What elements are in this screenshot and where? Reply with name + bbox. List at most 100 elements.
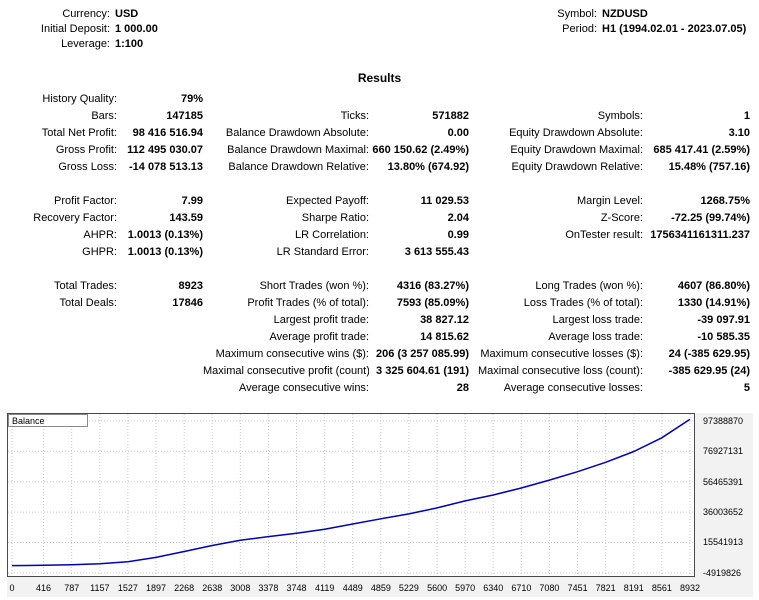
stat-value: 1.0013 (0.13%) [127, 246, 203, 258]
stat-value [117, 346, 203, 363]
stat-pair: Equity Drawdown Relative: 15.48% (757.16) [469, 159, 750, 176]
stat-pair: Average loss trade: -10 585.35 [469, 329, 750, 346]
balance-chart: Balance -4919826 15541913 36003652 56465391… [7, 413, 753, 597]
x-axis-label: 4489 [342, 583, 363, 593]
stats-row: Largest profit trade: 38 827.12 Largest lo… [28, 312, 750, 329]
stat-label: Sharpe Ratio: [301, 212, 369, 224]
stat-pair [203, 91, 469, 108]
stat-value: -14 078 513.13 [128, 161, 203, 173]
x-axis-label: 8561 [651, 583, 672, 593]
x-axis-label: 7451 [567, 583, 588, 593]
stat-value: 3 613 555.43 [404, 246, 469, 258]
stat-value: -10 585.35 [697, 331, 750, 343]
stat-pair: History Quality: 79% [28, 91, 203, 108]
stat-value: 8923 [178, 280, 203, 292]
stats-section: History Quality: 79% Bars: 147185 Ticks: 5718… [28, 91, 750, 414]
currency-row: Currency: USD [0, 7, 158, 22]
stat-pair: Maximum consecutive wins ($): 206 (3 257 … [203, 346, 469, 363]
stat-label: OnTester result: [565, 229, 643, 241]
stat-label: Maximum consecutive wins ($): [215, 348, 369, 360]
stat-value: 11 029.53 [420, 195, 469, 207]
stats-row: Total Deals: 17846 Profit Trades (% of tot… [28, 295, 750, 312]
x-axis-label: 5600 [427, 583, 448, 593]
period-row: Period: H1 (1994.02.01 - 2023.07.05) [518, 22, 746, 37]
stat-pair [28, 363, 203, 380]
stats-row: Total Net Profit: 98 416 516.94 Balance Dr… [28, 125, 750, 142]
stat-pair: Balance Drawdown Relative: 13.80% (674.92… [203, 159, 469, 176]
balance-chart-svg [8, 414, 694, 576]
report-header-right: Symbol: NZDUSD Period: H1 (1994.02.01 - … [518, 7, 746, 37]
x-axis-label: 0 [9, 583, 15, 593]
stat-value [643, 244, 750, 261]
stat-value: 7.99 [181, 195, 203, 207]
stat-pair: Maximal consecutive loss (count): -385 62… [469, 363, 750, 380]
stat-value [369, 91, 469, 108]
x-axis-label: 6710 [511, 583, 532, 593]
x-axis-label: 1157 [90, 583, 110, 593]
stat-label: Expected Payoff: [286, 195, 369, 207]
x-axis-label: 1897 [145, 583, 166, 593]
x-axis-label: 6340 [483, 583, 504, 593]
stat-pair [469, 91, 750, 108]
stat-label: Total Net Profit: [41, 127, 117, 139]
x-axis-label: 8191 [623, 583, 644, 593]
chart-x-axis-labels: 0 416 787 1157 1527 1897 2268 2638 3008 3378 3748 4… [7, 581, 701, 595]
period-value: H1 (1994.02.01 - 2023.07.05) [602, 23, 747, 35]
stat-value: 0.00 [447, 127, 469, 139]
stat-pair: Balance Drawdown Absolute: 0.00 [203, 125, 469, 142]
stat-value: 1268.75% [700, 195, 750, 207]
stat-label: Balance Drawdown Maximal: [227, 144, 369, 156]
stat-label: Equity Drawdown Relative: [511, 161, 643, 173]
stat-pair: Margin Level: 1268.75% [469, 193, 750, 210]
stat-pair: Average profit trade: 14 815.62 [203, 329, 469, 346]
stat-label: Largest profit trade: [273, 314, 369, 326]
stat-value: 112 495 030.07 [127, 144, 203, 156]
stat-label: Ticks: [340, 110, 369, 122]
leverage-label: Leverage: [61, 38, 110, 50]
stat-label: Profit Trades (% of total): [247, 297, 369, 309]
stat-label: Maximum consecutive losses ($): [480, 348, 643, 360]
stat-pair: Ticks: 571882 [203, 108, 469, 125]
stat-label: Symbols: [597, 110, 643, 122]
stats-row: Gross Profit: 112 495 030.07 Balance Drawd… [28, 142, 750, 159]
chart-plot-area: Balance [7, 413, 695, 577]
stat-pair: Balance Drawdown Maximal: 660 150.62 (2.4… [203, 142, 469, 159]
y-axis-label: 15541913 [703, 537, 744, 548]
stats-row: Maximal consecutive profit (count): 3 325… [28, 363, 750, 380]
chart-legend: Balance [8, 414, 88, 427]
balance-line [11, 418, 691, 567]
stat-pair: Gross Loss: -14 078 513.13 [28, 159, 203, 176]
stat-value: -72.25 (99.74%) [671, 212, 750, 224]
stat-label: Gross Profit: [55, 144, 117, 156]
x-axis-label: 8932 [679, 583, 701, 593]
stat-label: History Quality: [42, 93, 117, 105]
stat-label: Equity Drawdown Maximal: [510, 144, 643, 156]
stat-pair: OnTester result: 1756341161311.237 [469, 227, 750, 244]
stat-label: Balance Drawdown Absolute: [225, 127, 369, 139]
stat-value: 4316 (83.27%) [396, 280, 469, 292]
x-axis-label: 3748 [286, 583, 307, 593]
stat-label: Bars: [91, 110, 117, 122]
currency-label: Currency: [62, 8, 110, 20]
stat-label [469, 91, 643, 108]
stat-value: 98 416 516.94 [132, 127, 203, 139]
stat-pair: Bars: 147185 [28, 108, 203, 125]
stat-label: GHPR: [82, 246, 117, 258]
stats-row: History Quality: 79% [28, 91, 750, 108]
x-axis-label: 416 [36, 583, 52, 593]
stats-row: Total Trades: 8923 Short Trades (won %): 43… [28, 278, 750, 295]
stat-pair: Short Trades (won %): 4316 (83.27%) [203, 278, 469, 295]
x-axis-label: 787 [64, 583, 80, 593]
x-axis-label: 3378 [258, 583, 279, 593]
y-axis-label: 97388870 [703, 415, 744, 426]
stat-value: 38 827.12 [420, 314, 469, 326]
stat-pair: Profit Trades (% of total): 7593 (85.09%) [203, 295, 469, 312]
stats-group: History Quality: 79% Bars: 147185 Ticks: 5718… [28, 91, 750, 176]
stat-label: Maximal consecutive profit (count): [203, 365, 369, 377]
stat-pair: Total Net Profit: 98 416 516.94 [28, 125, 203, 142]
stat-value: 685 417.41 (2.59%) [653, 144, 750, 156]
stat-label: Long Trades (won %): [535, 280, 643, 292]
stat-value: 4607 (86.80%) [677, 280, 750, 292]
x-axis-label: 3008 [230, 583, 251, 593]
stat-value: 5 [743, 382, 750, 394]
